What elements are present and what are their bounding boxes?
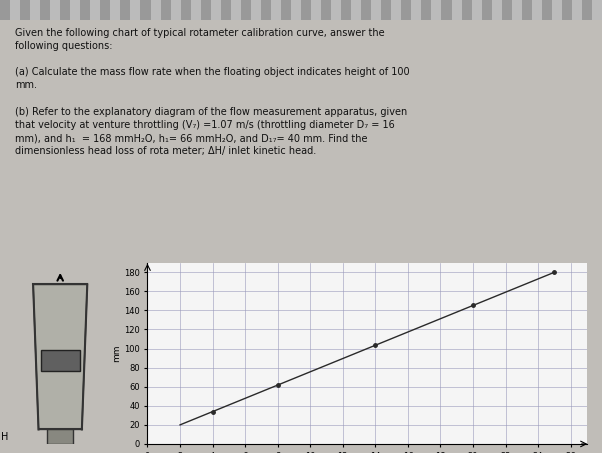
Bar <box>572 0 582 20</box>
Bar <box>582 0 592 20</box>
Bar <box>20 0 30 20</box>
Bar <box>0 0 10 20</box>
Bar <box>391 0 402 20</box>
Bar <box>381 0 391 20</box>
Bar <box>150 0 161 20</box>
Bar <box>60 0 70 20</box>
Bar <box>241 0 251 20</box>
Bar <box>261 0 271 20</box>
Bar <box>221 0 231 20</box>
Bar <box>161 0 170 20</box>
Bar <box>331 0 341 20</box>
Y-axis label: mm: mm <box>112 345 121 362</box>
Bar <box>47 429 73 444</box>
Bar <box>90 0 101 20</box>
Bar <box>552 0 562 20</box>
Bar <box>371 0 381 20</box>
Bar <box>542 0 552 20</box>
Bar <box>50 0 60 20</box>
Bar <box>421 0 432 20</box>
Bar <box>211 0 221 20</box>
Bar <box>131 0 140 20</box>
Bar <box>452 0 462 20</box>
Bar <box>311 0 321 20</box>
Bar <box>181 0 191 20</box>
Bar <box>110 0 120 20</box>
Bar <box>70 0 80 20</box>
Bar <box>351 0 361 20</box>
Bar <box>321 0 331 20</box>
Bar <box>592 0 602 20</box>
Bar <box>191 0 200 20</box>
Bar <box>441 0 452 20</box>
Bar <box>231 0 241 20</box>
Bar <box>120 0 131 20</box>
Polygon shape <box>33 284 87 429</box>
Bar <box>522 0 532 20</box>
Text: Given the following chart of typical rotameter calibration curve, answer the
fol: Given the following chart of typical rot… <box>15 28 409 156</box>
Bar <box>170 0 181 20</box>
Bar <box>501 0 512 20</box>
Bar <box>291 0 301 20</box>
Bar <box>482 0 492 20</box>
Polygon shape <box>41 350 79 371</box>
Bar <box>200 0 211 20</box>
Bar <box>411 0 421 20</box>
Bar <box>462 0 471 20</box>
Bar <box>40 0 50 20</box>
Bar <box>281 0 291 20</box>
Bar <box>341 0 351 20</box>
Bar <box>80 0 90 20</box>
Bar <box>301 0 311 20</box>
Bar <box>402 0 411 20</box>
Bar <box>562 0 572 20</box>
Bar <box>492 0 501 20</box>
Bar <box>512 0 522 20</box>
Bar <box>10 0 20 20</box>
Bar <box>471 0 482 20</box>
Text: H: H <box>1 432 8 442</box>
Bar <box>432 0 441 20</box>
Bar <box>30 0 40 20</box>
Bar <box>361 0 371 20</box>
Bar <box>101 0 110 20</box>
Bar <box>251 0 261 20</box>
Bar <box>271 0 281 20</box>
Bar <box>532 0 542 20</box>
Bar <box>140 0 150 20</box>
